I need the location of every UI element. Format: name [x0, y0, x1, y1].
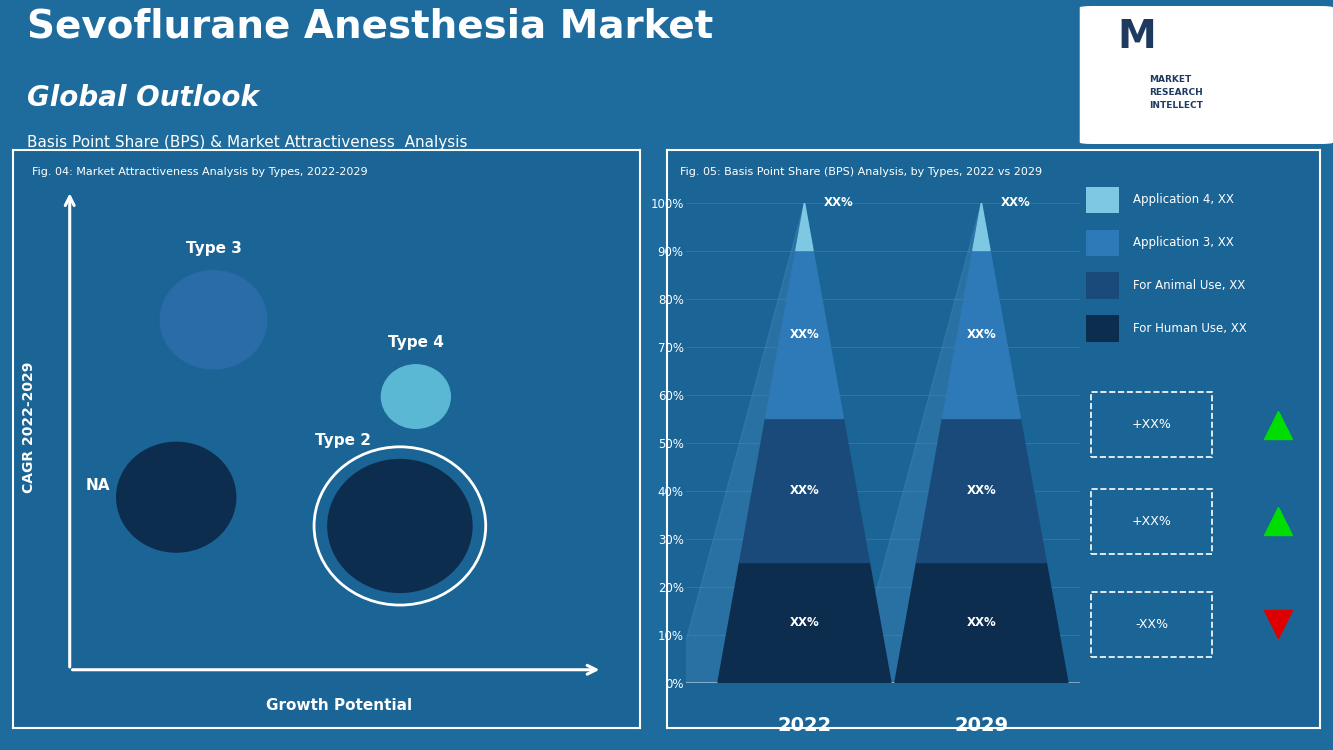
Polygon shape: [973, 202, 990, 250]
Text: For Human Use, XX: For Human Use, XX: [1133, 322, 1246, 335]
Text: For Animal Use, XX: For Animal Use, XX: [1133, 279, 1245, 292]
FancyBboxPatch shape: [1086, 315, 1120, 342]
Text: +XX%: +XX%: [1132, 418, 1172, 431]
Circle shape: [381, 364, 451, 428]
Text: Fig. 05: Basis Point Share (BPS) Analysis, by Types, 2022 vs 2029: Fig. 05: Basis Point Share (BPS) Analysi…: [680, 167, 1041, 177]
Text: Type 3: Type 3: [185, 242, 241, 256]
Text: 2022: 2022: [777, 716, 832, 735]
Polygon shape: [917, 419, 1046, 562]
Text: CAGR 2022-2029: CAGR 2022-2029: [21, 362, 36, 493]
Text: XX%: XX%: [1001, 196, 1030, 209]
Text: XX%: XX%: [824, 196, 854, 209]
Polygon shape: [674, 202, 830, 682]
Polygon shape: [942, 251, 1020, 419]
FancyBboxPatch shape: [1086, 187, 1120, 213]
Text: Application 4, XX: Application 4, XX: [1133, 194, 1234, 206]
Polygon shape: [894, 562, 1068, 682]
Text: XX%: XX%: [789, 328, 820, 341]
Text: Fig. 04: Market Attractiveness Analysis by Types, 2022-2029: Fig. 04: Market Attractiveness Analysis …: [32, 167, 368, 177]
Text: XX%: XX%: [789, 616, 820, 629]
FancyBboxPatch shape: [1086, 230, 1120, 256]
Text: Type 4: Type 4: [388, 335, 444, 350]
Text: Global Outlook: Global Outlook: [27, 84, 259, 112]
Text: Basis Point Share (BPS) & Market Attractiveness  Analysis: Basis Point Share (BPS) & Market Attract…: [27, 135, 467, 150]
Text: XX%: XX%: [966, 484, 996, 497]
Text: Growth Potential: Growth Potential: [267, 698, 412, 713]
Polygon shape: [796, 202, 813, 250]
FancyBboxPatch shape: [1080, 6, 1333, 144]
Text: NA: NA: [85, 478, 111, 494]
Text: MARKET
RESEARCH
INTELLECT: MARKET RESEARCH INTELLECT: [1149, 75, 1202, 110]
Text: -XX%: -XX%: [1136, 618, 1168, 631]
Text: +XX%: +XX%: [1132, 514, 1172, 528]
Polygon shape: [852, 202, 1008, 682]
Text: Type 2: Type 2: [316, 433, 372, 448]
Text: Sevoflurane Anesthesia Market: Sevoflurane Anesthesia Market: [27, 8, 713, 46]
FancyBboxPatch shape: [1086, 272, 1120, 298]
Circle shape: [117, 442, 236, 552]
Text: XX%: XX%: [966, 328, 996, 341]
Text: 2029: 2029: [954, 716, 1009, 735]
Polygon shape: [718, 562, 890, 682]
Text: XX%: XX%: [966, 616, 996, 629]
Polygon shape: [740, 419, 869, 562]
Polygon shape: [765, 251, 844, 419]
Text: M: M: [1117, 18, 1156, 56]
Text: Application 3, XX: Application 3, XX: [1133, 236, 1234, 249]
Text: XX%: XX%: [789, 484, 820, 497]
Circle shape: [160, 271, 267, 369]
Circle shape: [328, 460, 472, 592]
